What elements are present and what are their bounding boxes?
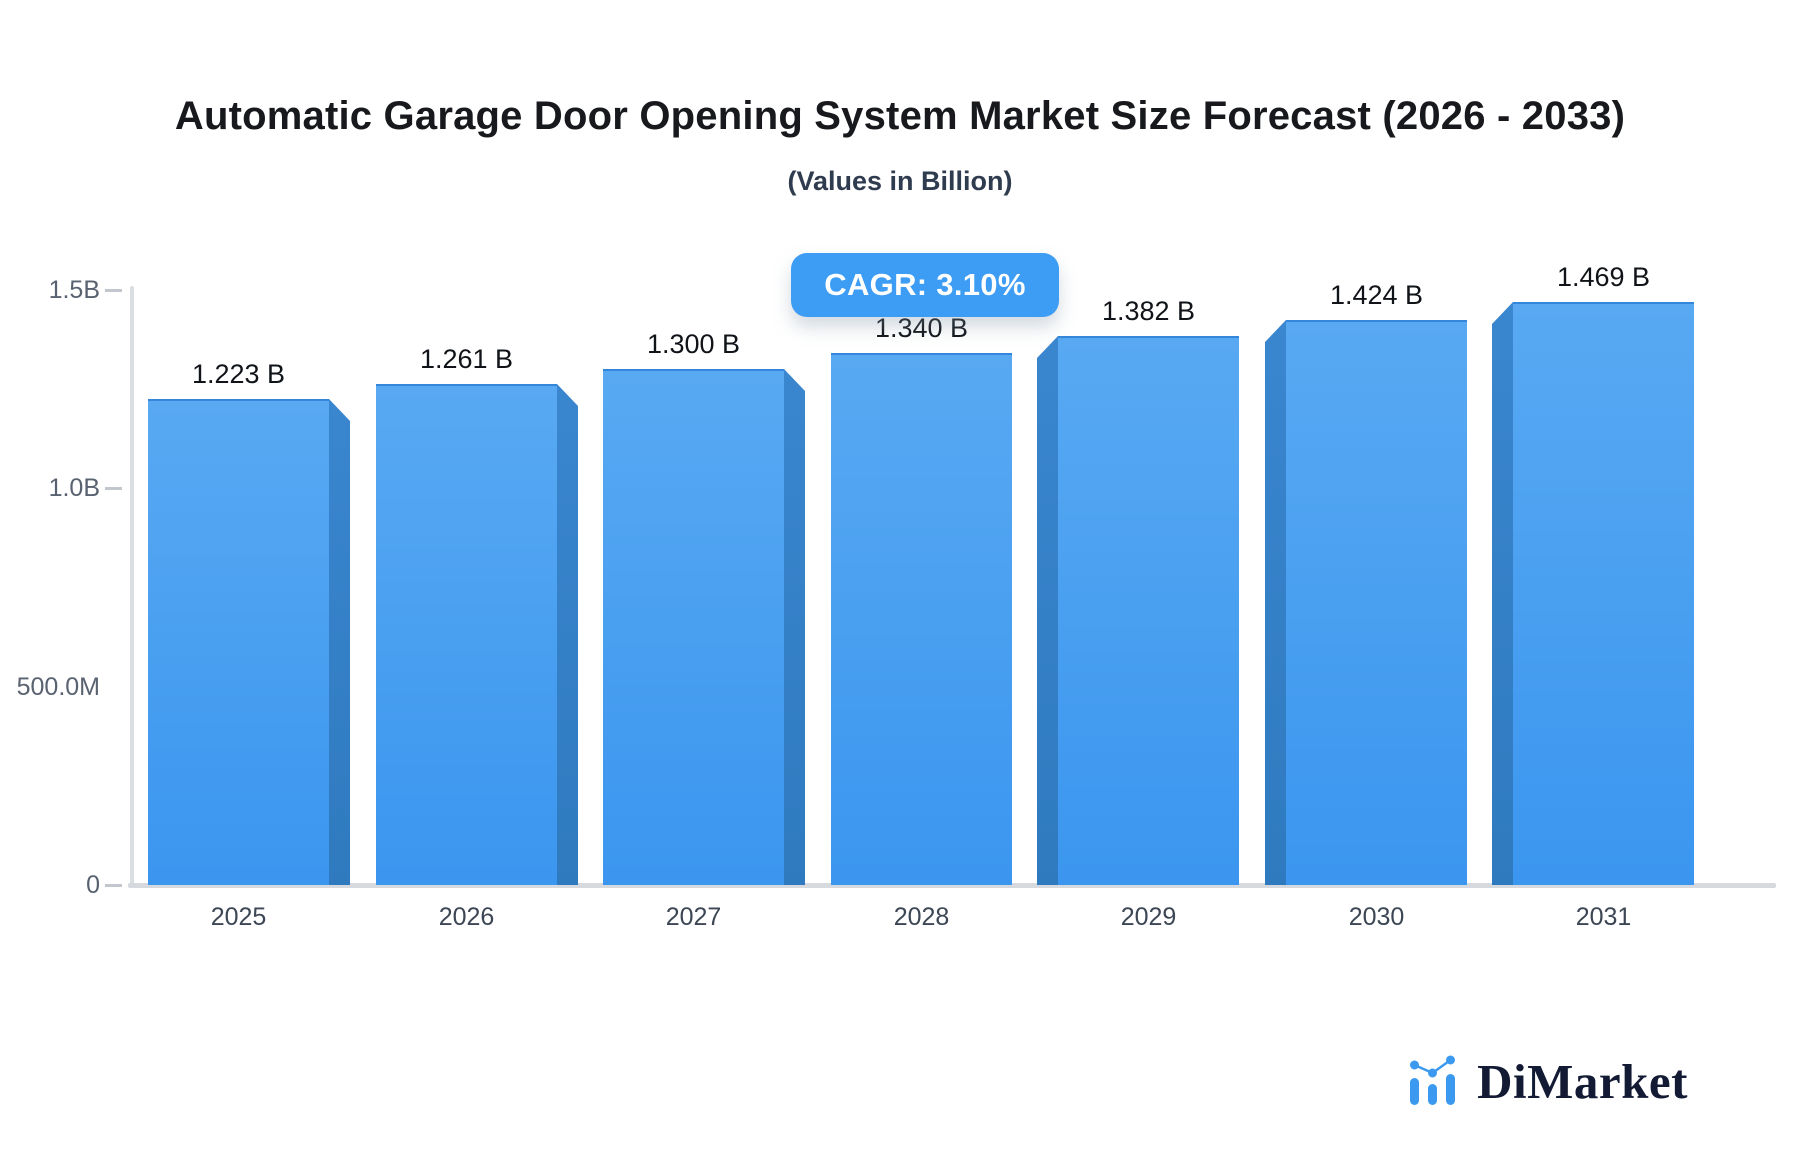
bar-2027 [603,369,784,885]
y-axis-tick-label: 500.0M [16,672,100,701]
brand-logo-text: DiMarket [1477,1054,1688,1109]
x-axis-baseline [128,883,1776,888]
y-axis-tick-label: 1.0B [48,474,100,502]
bar-value-label: 1.300 B [646,329,741,359]
y-axis-line [130,286,134,887]
bar-side-face [1492,302,1513,885]
bar-value-label: 1.469 B [1556,262,1651,292]
y-axis-tick-mark [105,487,122,490]
cagr-badge: CAGR: 3.10% [791,253,1059,317]
bar-value-label: 1.340 B [874,313,969,343]
chart-title: Automatic Garage Door Opening System Mar… [174,94,1626,138]
bar-side-face [329,399,350,885]
chart-subtitle: (Values in Billion) [787,166,1013,196]
x-axis-label: 2026 [438,903,495,931]
y-axis-tick-mark [105,884,122,887]
bar-2028 [831,353,1012,885]
x-axis-label: 2030 [1348,903,1405,931]
brand-logo: DiMarket [1409,1048,1688,1106]
x-axis-label: 2027 [665,903,722,931]
bar-2026 [376,384,557,885]
bar-2025 [148,399,329,885]
y-axis-tick-label: 0 [86,871,100,899]
y-axis-tick-mark [105,288,122,292]
bar-value-label: 1.424 B [1329,280,1424,310]
mini-bar-chart-icon [1410,1055,1456,1105]
bar-side-face [1037,336,1058,885]
bar-value-label: 1.382 B [1101,296,1196,326]
bar-side-face [557,384,578,885]
x-axis-label: 2031 [1575,903,1632,931]
bar-2030 [1286,320,1467,885]
bar-side-face [1265,320,1286,885]
x-axis-label: 2025 [210,903,267,931]
x-axis-label: 2028 [893,903,950,931]
bar-value-label: 1.261 B [419,344,514,374]
bar-value-label: 1.223 B [191,359,286,389]
bar-2031 [1513,302,1694,885]
bar-2029 [1058,336,1239,885]
bar-side-face [784,369,805,885]
x-axis-label: 2029 [1120,903,1177,931]
y-axis-tick-label: 1.5B [48,275,100,304]
